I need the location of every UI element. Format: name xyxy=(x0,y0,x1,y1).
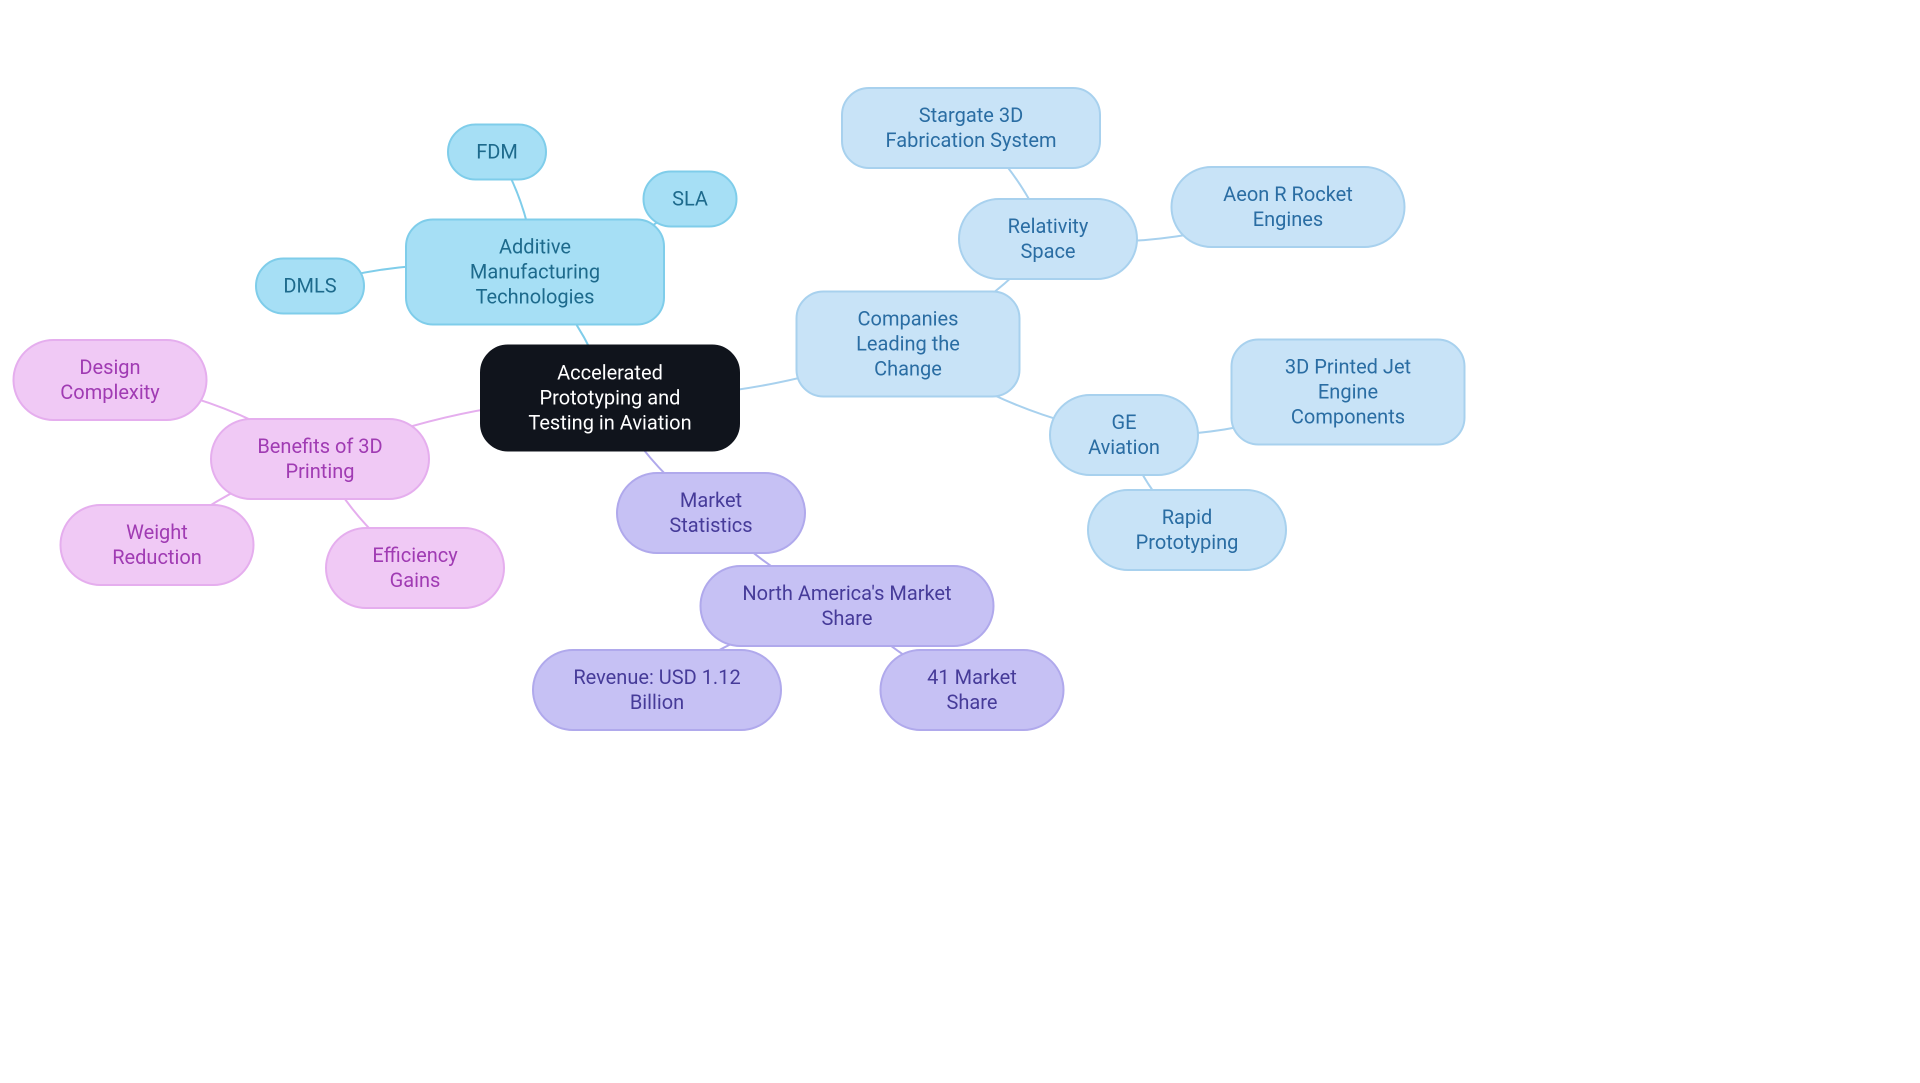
node-weight: Weight Reduction xyxy=(60,504,255,586)
node-label: Rapid Prototyping xyxy=(1117,505,1257,555)
node-rev: Revenue: USD 1.12 Billion xyxy=(532,649,782,731)
node-label: 3D Printed Jet Engine Components xyxy=(1261,355,1436,430)
node-label: North America's Market Share xyxy=(730,581,965,631)
node-market: Market Statistics xyxy=(616,472,806,554)
node-label: Design Complexity xyxy=(43,355,178,405)
node-designcx: Design Complexity xyxy=(13,339,208,421)
node-ge: GE Aviation xyxy=(1049,394,1199,476)
node-benefits: Benefits of 3D Printing xyxy=(210,418,430,500)
node-label: FDM xyxy=(476,140,518,165)
node-label: Benefits of 3D Printing xyxy=(240,434,400,484)
node-label: 41 Market Share xyxy=(910,665,1035,715)
node-rapid: Rapid Prototyping xyxy=(1087,489,1287,571)
node-root: Accelerated Prototyping and Testing in A… xyxy=(480,345,740,452)
node-label: Revenue: USD 1.12 Billion xyxy=(562,665,752,715)
node-label: Weight Reduction xyxy=(90,520,225,570)
node-sla: SLA xyxy=(643,171,738,228)
node-aeon: Aeon R Rocket Engines xyxy=(1171,166,1406,248)
node-dmls: DMLS xyxy=(255,258,365,315)
node-label: Companies Leading the Change xyxy=(826,307,991,382)
node-stargate: Stargate 3D Fabrication System xyxy=(841,87,1101,169)
node-label: Market Statistics xyxy=(646,488,776,538)
node-companies: Companies Leading the Change xyxy=(796,291,1021,398)
node-label: Additive Manufacturing Technologies xyxy=(435,235,635,310)
node-label: Relativity Space xyxy=(988,214,1108,264)
node-label: Efficiency Gains xyxy=(355,543,475,593)
node-additive: Additive Manufacturing Technologies xyxy=(405,219,665,326)
node-jet: 3D Printed Jet Engine Components xyxy=(1231,339,1466,446)
node-label: Accelerated Prototyping and Testing in A… xyxy=(510,361,710,436)
node-fdm: FDM xyxy=(447,124,547,181)
node-label: Aeon R Rocket Engines xyxy=(1201,182,1376,232)
node-label: Stargate 3D Fabrication System xyxy=(871,103,1071,153)
mindmap-canvas: Accelerated Prototyping and Testing in A… xyxy=(0,0,1920,1083)
node-label: DMLS xyxy=(283,274,336,299)
node-eff: Efficiency Gains xyxy=(325,527,505,609)
node-share: 41 Market Share xyxy=(880,649,1065,731)
node-relativity: Relativity Space xyxy=(958,198,1138,280)
node-nams: North America's Market Share xyxy=(700,565,995,647)
node-label: SLA xyxy=(672,187,708,212)
node-label: GE Aviation xyxy=(1079,410,1169,460)
